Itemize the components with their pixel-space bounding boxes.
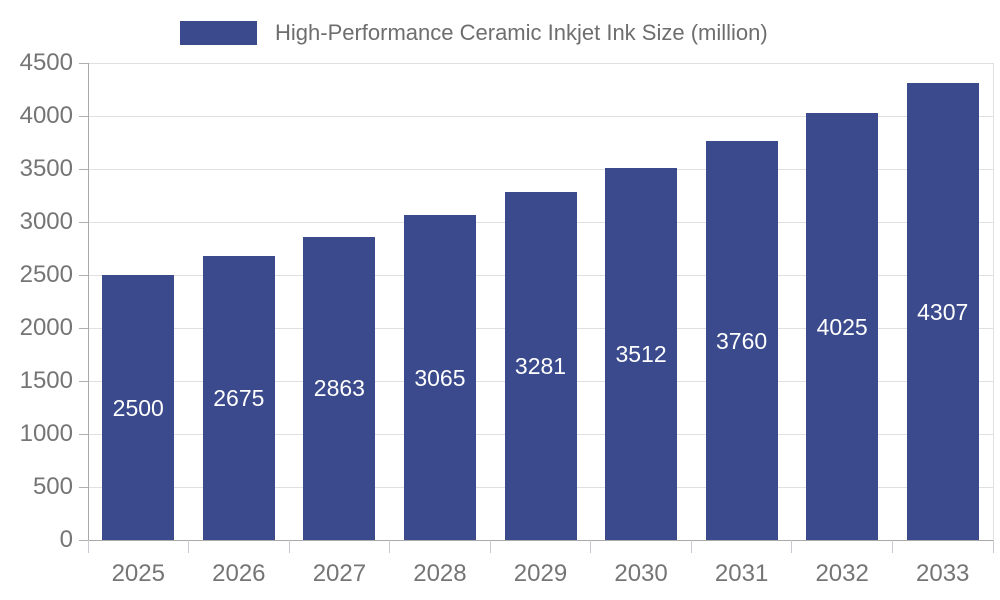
y-tick-mark	[79, 539, 88, 541]
x-tick-label: 2027	[312, 560, 367, 587]
bar	[303, 236, 376, 540]
x-tick-mark	[389, 540, 391, 553]
bar-value-label: 3065	[414, 364, 466, 391]
x-tick-label: 2030	[614, 560, 668, 587]
y-tick-mark	[79, 115, 88, 117]
x-tick-mark	[489, 540, 491, 553]
x-tick-mark	[188, 540, 190, 553]
x-tick-mark	[690, 540, 692, 553]
x-tick-mark	[891, 540, 893, 553]
legend-label: High-Performance Ceramic Inkjet Ink Size…	[275, 20, 768, 45]
y-tick-mark	[79, 433, 88, 435]
bar-value-label: 3281	[514, 353, 567, 380]
bar	[906, 83, 979, 540]
y-tick-label: 3500	[19, 155, 73, 182]
x-tick-label: 2031	[714, 560, 769, 587]
gridline	[88, 115, 993, 117]
x-tick-label: 2028	[413, 560, 467, 587]
y-tick-mark	[79, 274, 88, 276]
bar	[504, 192, 577, 540]
x-tick-label: 2029	[513, 560, 568, 587]
bar	[605, 167, 678, 540]
y-tick-mark	[79, 327, 88, 329]
y-tick-label: 1000	[19, 420, 73, 447]
bar-value-label: 4025	[816, 313, 868, 340]
y-tick-label: 2000	[19, 314, 73, 341]
bar	[403, 215, 476, 540]
y-tick-label: 2500	[19, 261, 73, 288]
y-tick-label: 4500	[19, 49, 73, 76]
y-tick-mark	[79, 62, 88, 64]
y-tick-label: 1500	[19, 367, 73, 394]
bar-value-label: 4307	[917, 298, 969, 325]
x-tick-label: 2025	[111, 560, 165, 587]
plot-right-border	[992, 63, 994, 553]
x-tick-label: 2026	[212, 560, 266, 587]
y-axis-line	[87, 63, 89, 540]
y-tick-mark	[79, 380, 88, 382]
y-tick-label: 4000	[19, 102, 73, 129]
legend-swatch	[180, 21, 257, 45]
y-tick-label: 0	[59, 526, 73, 553]
bar-value-label: 3760	[716, 327, 768, 354]
x-tick-label: 2033	[916, 560, 970, 587]
x-tick-mark	[992, 540, 994, 553]
x-axis-line	[88, 539, 993, 541]
bar	[102, 275, 175, 540]
bar	[202, 256, 275, 540]
legend: High-Performance Ceramic Inkjet Ink Size…	[180, 20, 768, 46]
gridline	[88, 168, 993, 170]
bar-value-label: 3512	[615, 340, 667, 367]
x-tick-mark	[288, 540, 290, 553]
bar-value-label: 2863	[313, 375, 365, 402]
y-tick-mark	[79, 221, 88, 223]
x-tick-mark	[87, 540, 89, 553]
y-tick-mark	[79, 168, 88, 170]
y-tick-label: 3000	[19, 208, 73, 235]
y-tick-label: 500	[32, 473, 73, 500]
x-tick-mark	[590, 540, 592, 553]
gridline	[88, 62, 993, 64]
bar-value-label: 2500	[112, 394, 164, 421]
x-tick-label: 2032	[815, 560, 869, 587]
x-tick-mark	[791, 540, 793, 553]
bar	[806, 113, 879, 540]
bar-value-label: 2675	[213, 385, 265, 412]
bar	[705, 141, 778, 540]
y-tick-mark	[79, 486, 88, 488]
